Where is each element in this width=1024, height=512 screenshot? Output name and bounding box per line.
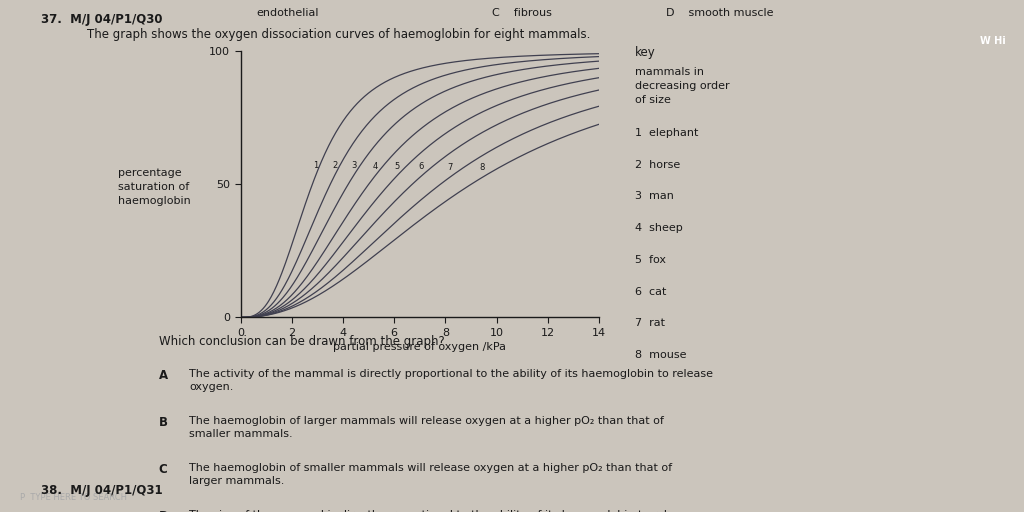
Text: 6  cat: 6 cat [635, 287, 667, 297]
Text: percentage
saturation of
haemoglobin: percentage saturation of haemoglobin [118, 168, 190, 206]
Text: W Hi: W Hi [980, 36, 1007, 46]
Text: A: A [159, 369, 168, 381]
Text: 5  fox: 5 fox [635, 255, 666, 265]
Text: C    fibrous: C fibrous [492, 8, 551, 18]
Text: The haemoglobin of larger mammals will release oxygen at a higher pO₂ than that : The haemoglobin of larger mammals will r… [189, 416, 665, 439]
Text: The activity of the mammal is directly proportional to the ability of its haemog: The activity of the mammal is directly p… [189, 369, 714, 392]
Text: 7: 7 [447, 162, 453, 172]
Text: 8: 8 [480, 163, 485, 172]
Text: D    smooth muscle: D smooth muscle [666, 8, 773, 18]
Text: The haemoglobin of smaller mammals will release oxygen at a higher pO₂ than that: The haemoglobin of smaller mammals will … [189, 463, 673, 486]
Text: 3: 3 [351, 161, 356, 170]
Text: D: D [159, 510, 169, 512]
Text: endothelial: endothelial [256, 8, 318, 18]
Text: 3  man: 3 man [635, 191, 674, 202]
Text: 4  sheep: 4 sheep [635, 223, 683, 233]
Text: B: B [159, 416, 168, 429]
Text: The graph shows the oxygen dissociation curves of haemoglobin for eight mammals.: The graph shows the oxygen dissociation … [87, 28, 591, 41]
Text: 4: 4 [373, 162, 378, 170]
Text: Which conclusion can be drawn from the graph?: Which conclusion can be drawn from the g… [159, 335, 444, 348]
Text: 1: 1 [313, 161, 318, 169]
Text: The size of the mammal is directly proportional to the ability of its haemoglobi: The size of the mammal is directly propo… [189, 510, 741, 512]
Text: 37.  M/J 04/P1/Q30: 37. M/J 04/P1/Q30 [41, 13, 163, 26]
Text: P  TYPE HERE TO SEARCH: P TYPE HERE TO SEARCH [20, 494, 127, 502]
Text: C: C [159, 463, 168, 476]
Text: 2  horse: 2 horse [635, 160, 680, 170]
Text: mammals in
decreasing order
of size: mammals in decreasing order of size [635, 67, 729, 104]
Text: 7  rat: 7 rat [635, 318, 665, 329]
Text: 38.  M/J 04/P1/Q31: 38. M/J 04/P1/Q31 [41, 484, 163, 497]
Text: 6: 6 [418, 162, 423, 171]
Text: 5: 5 [394, 162, 399, 171]
Text: 2: 2 [332, 161, 337, 170]
Text: key: key [635, 46, 655, 59]
X-axis label: partial pressure of oxygen /kPa: partial pressure of oxygen /kPa [334, 342, 506, 352]
Text: 8  mouse: 8 mouse [635, 350, 686, 360]
Text: 1  elephant: 1 elephant [635, 128, 698, 138]
